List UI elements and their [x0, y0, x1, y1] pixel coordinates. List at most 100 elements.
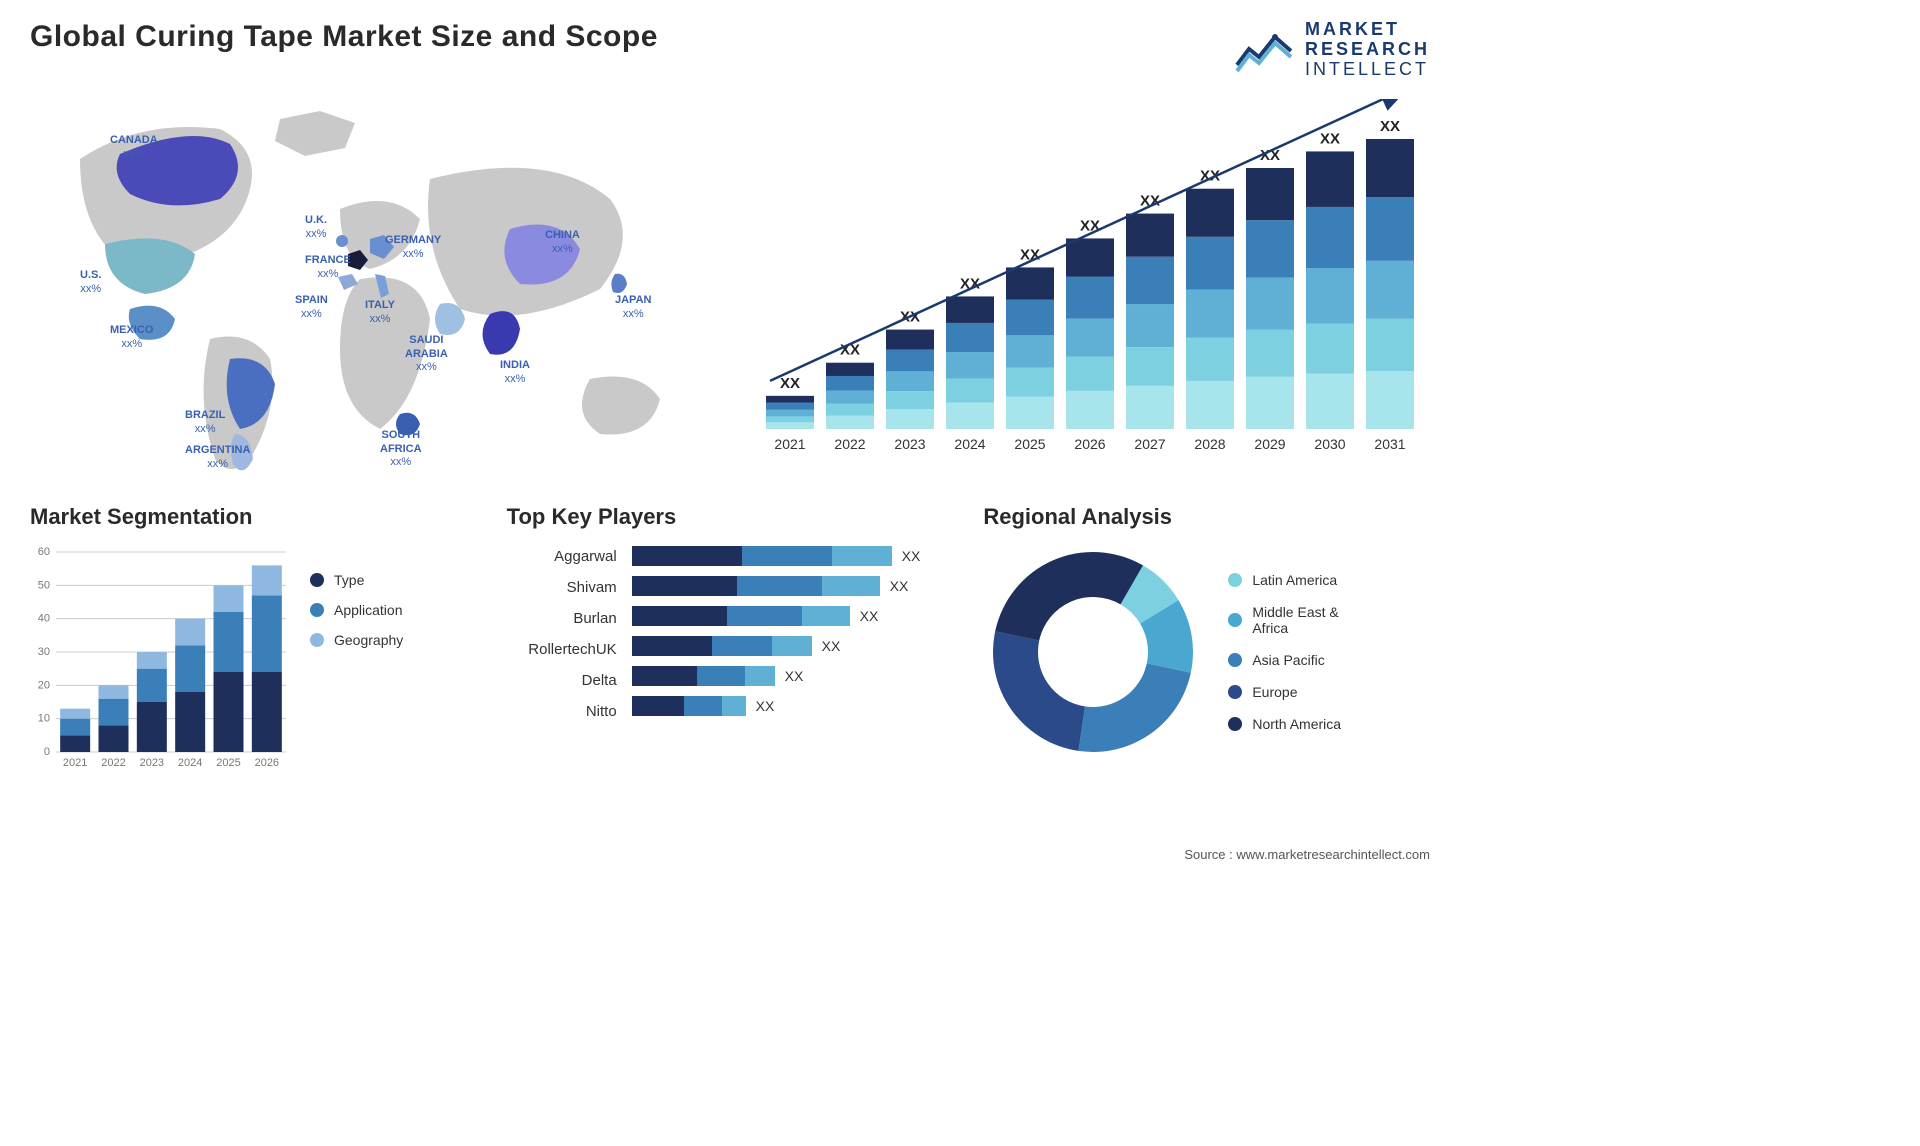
source-text: Source : www.marketresearchintellect.com — [1184, 847, 1430, 862]
growth-bar-segment — [1186, 290, 1234, 338]
growth-bar-segment — [946, 297, 994, 324]
seg-bar-segment — [137, 652, 167, 669]
growth-year-label: 2030 — [1314, 436, 1345, 452]
map-label: SAUDIARABIAxx% — [405, 334, 448, 374]
growth-bar-segment — [886, 372, 934, 392]
seg-legend-label: Geography — [334, 632, 403, 648]
player-bar-segment — [632, 666, 697, 686]
map-label: INDIAxx% — [500, 359, 530, 385]
players-bars-column: XXXXXXXXXXXX — [632, 542, 954, 720]
page-title: Global Curing Tape Market Size and Scope — [30, 20, 658, 54]
player-bar-segment — [727, 606, 802, 626]
growth-bar-value: XX — [1380, 118, 1400, 135]
brand-logo: MARKET RESEARCH INTELLECT — [1235, 20, 1430, 79]
growth-bar-segment — [1306, 152, 1354, 208]
growth-bar-segment — [766, 403, 814, 410]
player-name: Aggarwal — [507, 548, 617, 565]
player-value: XX — [822, 638, 841, 654]
legend-dot-icon — [1228, 573, 1242, 587]
regional-legend-item: Middle East &Africa — [1228, 604, 1341, 636]
growth-bar-segment — [826, 404, 874, 416]
growth-bar-segment — [1126, 304, 1174, 347]
player-bar-row: XX — [632, 546, 954, 566]
player-value: XX — [902, 548, 921, 564]
seg-bar-segment — [60, 719, 90, 736]
player-bar-segment — [632, 636, 712, 656]
growth-year-label: 2022 — [834, 436, 865, 452]
growth-bar-segment — [1126, 214, 1174, 257]
seg-bar-segment — [214, 672, 244, 752]
growth-bar-segment — [766, 417, 814, 423]
map-label: JAPANxx% — [615, 294, 651, 320]
player-bar-segment — [697, 666, 745, 686]
seg-bar-segment — [214, 612, 244, 672]
growth-bar-segment — [946, 403, 994, 430]
logo-icon — [1235, 27, 1295, 73]
growth-bar-segment — [1186, 381, 1234, 429]
seg-year-label: 2025 — [216, 757, 240, 769]
seg-bar-segment — [214, 586, 244, 613]
growth-chart-svg: XX2021XX2022XX2023XX2024XX2025XX2026XX20… — [750, 99, 1430, 459]
growth-bar-segment — [1366, 261, 1414, 319]
regional-legend: Latin America Middle East &Africa Asia Pac… — [1228, 572, 1341, 732]
player-value: XX — [890, 578, 909, 594]
player-bar-segment — [822, 576, 880, 596]
growth-bar-segment — [1366, 319, 1414, 371]
growth-bar-segment — [1006, 368, 1054, 397]
player-bar-segment — [745, 666, 775, 686]
growth-bar-segment — [886, 392, 934, 410]
player-bar-segment — [722, 696, 746, 716]
seg-bar-segment — [175, 646, 205, 693]
growth-bar-segment — [1306, 324, 1354, 374]
legend-dot-icon — [310, 603, 324, 617]
regional-legend-label: Asia Pacific — [1252, 652, 1324, 668]
growth-bar-segment — [1186, 237, 1234, 290]
map-label: U.K.xx% — [305, 214, 327, 240]
map-label: BRAZILxx% — [185, 409, 225, 435]
player-bar-segment — [742, 546, 832, 566]
player-name: RollertechUK — [507, 641, 617, 658]
seg-legend-label: Type — [334, 572, 364, 588]
map-japan — [611, 274, 627, 293]
player-value: XX — [756, 698, 775, 714]
growth-bar-segment — [1006, 336, 1054, 368]
segmentation-chart-svg: 0102030405060202120222023202420252026 — [30, 542, 290, 772]
regional-legend-label: Middle East &Africa — [1252, 604, 1338, 636]
player-bar-segment — [632, 546, 742, 566]
player-value: XX — [785, 668, 804, 684]
donut-slice — [993, 632, 1085, 752]
player-name: Burlan — [507, 610, 617, 627]
map-label: MEXICOxx% — [110, 324, 153, 350]
regional-legend-item: Latin America — [1228, 572, 1341, 588]
player-bar — [632, 636, 812, 656]
map-label: SOUTHAFRICAxx% — [380, 429, 422, 469]
growth-bar-segment — [826, 391, 874, 404]
regional-legend-label: Europe — [1252, 684, 1297, 700]
donut-slice — [996, 552, 1144, 641]
seg-bar-segment — [252, 566, 282, 596]
growth-year-label: 2031 — [1374, 436, 1405, 452]
growth-bar-segment — [1246, 168, 1294, 220]
growth-bar-segment — [946, 323, 994, 352]
seg-ytick: 0 — [44, 746, 50, 758]
player-bar-segment — [832, 546, 892, 566]
regional-title: Regional Analysis — [983, 504, 1430, 530]
growth-bar-segment — [826, 416, 874, 429]
map-uk — [336, 235, 348, 247]
seg-bar-segment — [60, 736, 90, 753]
growth-bar-segment — [826, 376, 874, 391]
player-bar-row: XX — [632, 636, 954, 656]
player-bar-segment — [712, 636, 772, 656]
seg-year-label: 2023 — [140, 757, 164, 769]
legend-dot-icon — [310, 573, 324, 587]
player-bar-row: XX — [632, 666, 954, 686]
player-name: Nitto — [507, 703, 617, 720]
growth-bar-segment — [1366, 139, 1414, 197]
donut-slice — [1079, 664, 1191, 753]
growth-bar-segment — [766, 410, 814, 417]
growth-bar-segment — [1126, 257, 1174, 304]
player-bar-segment — [632, 576, 737, 596]
segmentation-legend: TypeApplicationGeography — [310, 542, 403, 772]
growth-year-label: 2021 — [774, 436, 805, 452]
regional-panel: Regional Analysis Latin America Middle Ea… — [983, 504, 1430, 772]
